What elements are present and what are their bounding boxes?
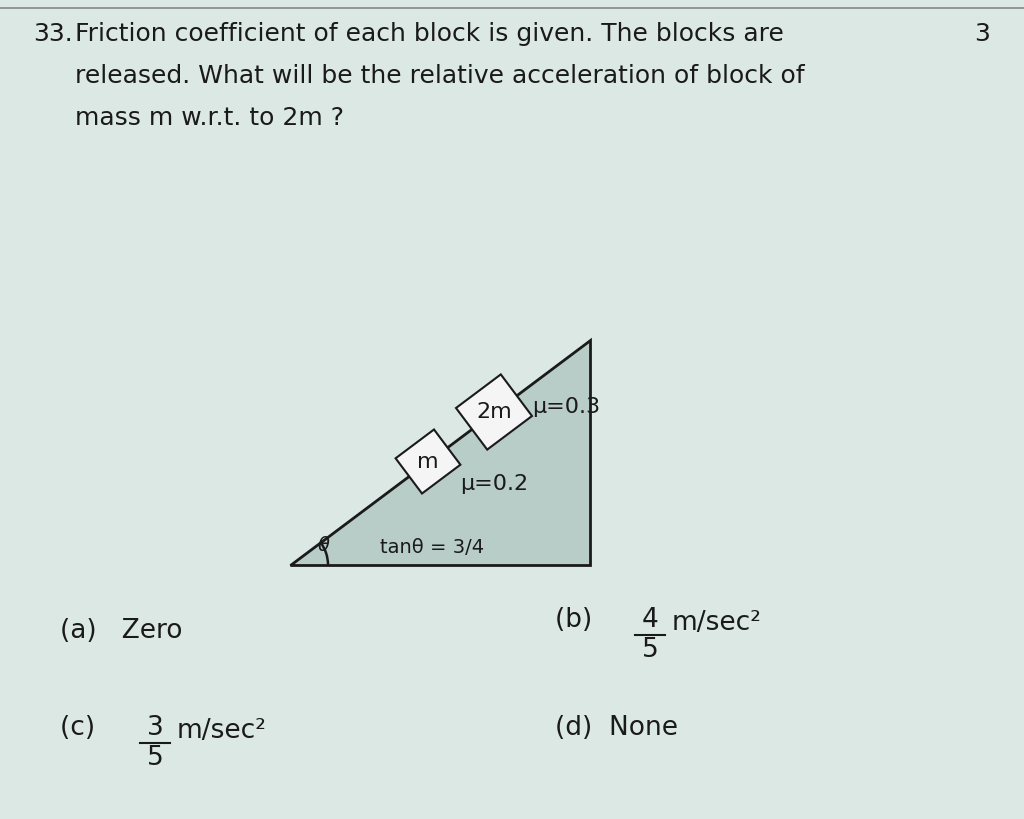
Polygon shape: [290, 340, 590, 565]
Text: mass m w.r.t. to 2m ?: mass m w.r.t. to 2m ?: [75, 106, 344, 130]
Polygon shape: [456, 374, 532, 450]
Text: θ: θ: [318, 536, 330, 555]
Text: 5: 5: [642, 637, 658, 663]
Text: m: m: [417, 451, 439, 472]
Text: tanθ = 3/4: tanθ = 3/4: [380, 538, 484, 557]
Text: m/sec²: m/sec²: [672, 610, 762, 636]
Text: μ=0.2: μ=0.2: [460, 473, 528, 494]
Text: (d)  None: (d) None: [555, 715, 678, 741]
Text: (a)   Zero: (a) Zero: [60, 618, 182, 644]
Text: (b): (b): [555, 607, 609, 633]
Text: Friction coefficient of each block is given. The blocks are: Friction coefficient of each block is gi…: [75, 22, 784, 46]
Text: 33.: 33.: [33, 22, 73, 46]
Text: (c): (c): [60, 715, 112, 741]
Text: 2m: 2m: [476, 402, 512, 422]
Text: 3: 3: [974, 22, 990, 46]
Text: m/sec²: m/sec²: [177, 718, 267, 744]
Text: released. What will be the relative acceleration of block of: released. What will be the relative acce…: [75, 64, 805, 88]
Text: 5: 5: [146, 745, 164, 771]
Text: 3: 3: [146, 715, 164, 741]
Text: 4: 4: [642, 607, 658, 633]
Polygon shape: [395, 429, 461, 494]
Text: μ=0.3: μ=0.3: [532, 397, 600, 417]
